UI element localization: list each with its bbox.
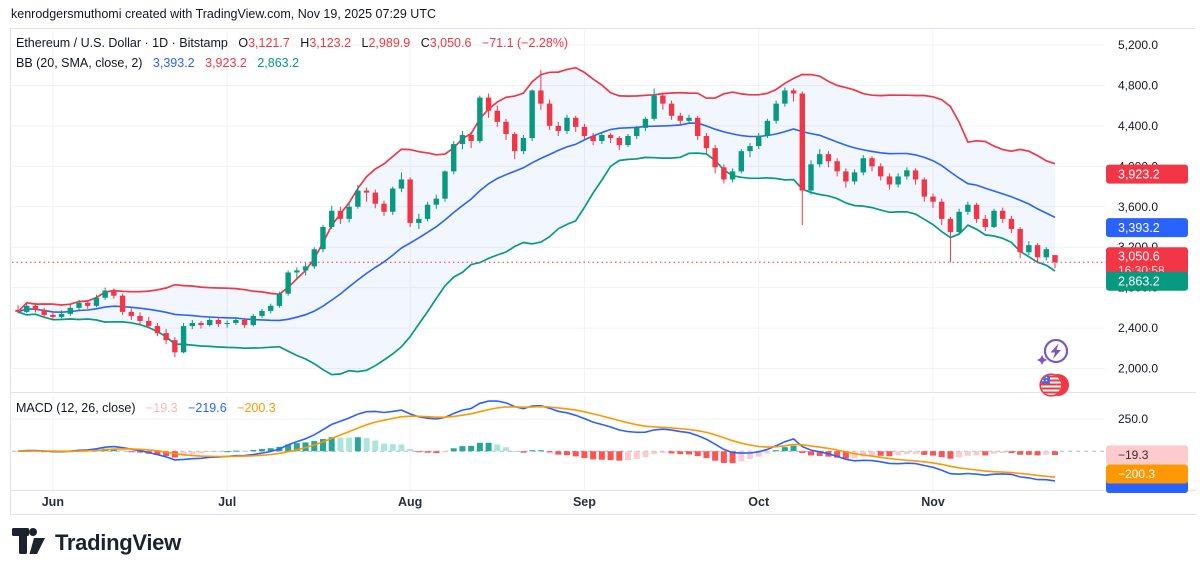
- bb-legend-row: BB (20, SMA, close, 2) 3,393.2 3,923.2 2…: [16, 53, 568, 73]
- tradingview-footer[interactable]: TradingView: [12, 528, 181, 558]
- bb-basis-value: 3,393.2: [152, 56, 195, 70]
- bollinger-bands: [17, 66, 1056, 376]
- pane-frame: [10, 28, 1196, 515]
- bb-indicator-title[interactable]: BB (20, SMA, close, 2): [16, 56, 143, 70]
- macd-hist-value: −19.3: [145, 401, 178, 415]
- macd-axis-tick: 250.0: [1118, 412, 1148, 426]
- svg-text:4,800.0: 4,800.0: [1118, 78, 1158, 92]
- macd-axis-badges: −200.3 −19.3: [1106, 445, 1188, 493]
- time-axis[interactable]: Jun Jul Aug Sep Oct Nov: [42, 495, 945, 509]
- symbol-legend: Ethereum / U.S. Dollar · 1D · Bitstamp O…: [16, 33, 568, 73]
- svg-text:2,000.0: 2,000.0: [1118, 362, 1158, 376]
- high-value: 3,123.2: [309, 36, 352, 50]
- macd-legend: MACD (12, 26, close) −19.3 −219.6 −200.3: [16, 398, 276, 418]
- open-label: O: [238, 36, 249, 50]
- change-value: −71.1 (−2.28%): [481, 36, 569, 50]
- macd-line-value: −219.6: [188, 401, 227, 415]
- price-axis-badges: 3,923.23,393.23,050.616:30:582,863.2: [1106, 164, 1188, 291]
- tradingview-logo-icon: [12, 528, 45, 554]
- macd-signal-badge: −200.3: [1118, 467, 1155, 481]
- macd-hist-badge: −19.3: [1118, 448, 1149, 462]
- symbol-title[interactable]: Ethereum / U.S. Dollar · 1D · Bitstamp: [16, 36, 228, 50]
- month-label-sep: Sep: [573, 495, 596, 509]
- high-label: H: [300, 36, 310, 50]
- bb-lower-line: [17, 152, 1056, 376]
- svg-text:3,600.0: 3,600.0: [1118, 200, 1158, 214]
- us-flag-glyph: [1041, 375, 1061, 395]
- bb-upper-line: [17, 66, 1056, 313]
- bb-basis-badge: 3,393.2: [1118, 221, 1160, 235]
- close-value: 3,050.6: [429, 36, 472, 50]
- close-label: C: [420, 36, 430, 50]
- bb-lower-value: 2,863.2: [257, 56, 300, 70]
- tradingview-wordmark: TradingView: [55, 530, 181, 555]
- open-value: 3,121.7: [248, 36, 290, 50]
- month-label-jul: Jul: [218, 495, 236, 509]
- macd-pane[interactable]: [12, 400, 1113, 482]
- month-label-jun: Jun: [42, 495, 64, 509]
- event-icon-stack: [1034, 336, 1074, 398]
- month-label-aug: Aug: [398, 495, 422, 509]
- svg-text:5,200.0: 5,200.0: [1118, 38, 1158, 52]
- month-label-oct: Oct: [748, 495, 770, 509]
- macd-indicator-title[interactable]: MACD (12, 26, close): [16, 401, 136, 415]
- svg-text:4,400.0: 4,400.0: [1118, 119, 1158, 133]
- last-price-badge: 3,050.6: [1118, 249, 1160, 263]
- lightning-boost-icon: [1037, 338, 1069, 365]
- bb-basis-line: [17, 122, 1056, 322]
- macd-signal-line: [17, 405, 1056, 478]
- sparkle-glyph: [1037, 355, 1047, 365]
- macd-line: [17, 400, 1056, 482]
- low-value: 2,989.9: [368, 36, 411, 50]
- bb-upper-badge: 3,923.2: [1118, 168, 1160, 182]
- candlestick-series: [15, 69, 1058, 358]
- svg-text:2,400.0: 2,400.0: [1118, 321, 1158, 335]
- macd-signal-value: −200.3: [237, 401, 276, 415]
- month-label-nov: Nov: [921, 495, 945, 509]
- symbol-title-row: Ethereum / U.S. Dollar · 1D · Bitstamp O…: [16, 33, 568, 53]
- bb-upper-value: 3,923.2: [205, 56, 247, 70]
- low-label: L: [361, 36, 369, 50]
- lightning-bolt-glyph: [1050, 343, 1061, 359]
- bb-lower-badge: 2,863.2: [1118, 275, 1160, 289]
- us-flag-event-icon: [1039, 373, 1069, 397]
- attribution-text: kenrodgersmuthomi created with TradingVi…: [11, 7, 436, 21]
